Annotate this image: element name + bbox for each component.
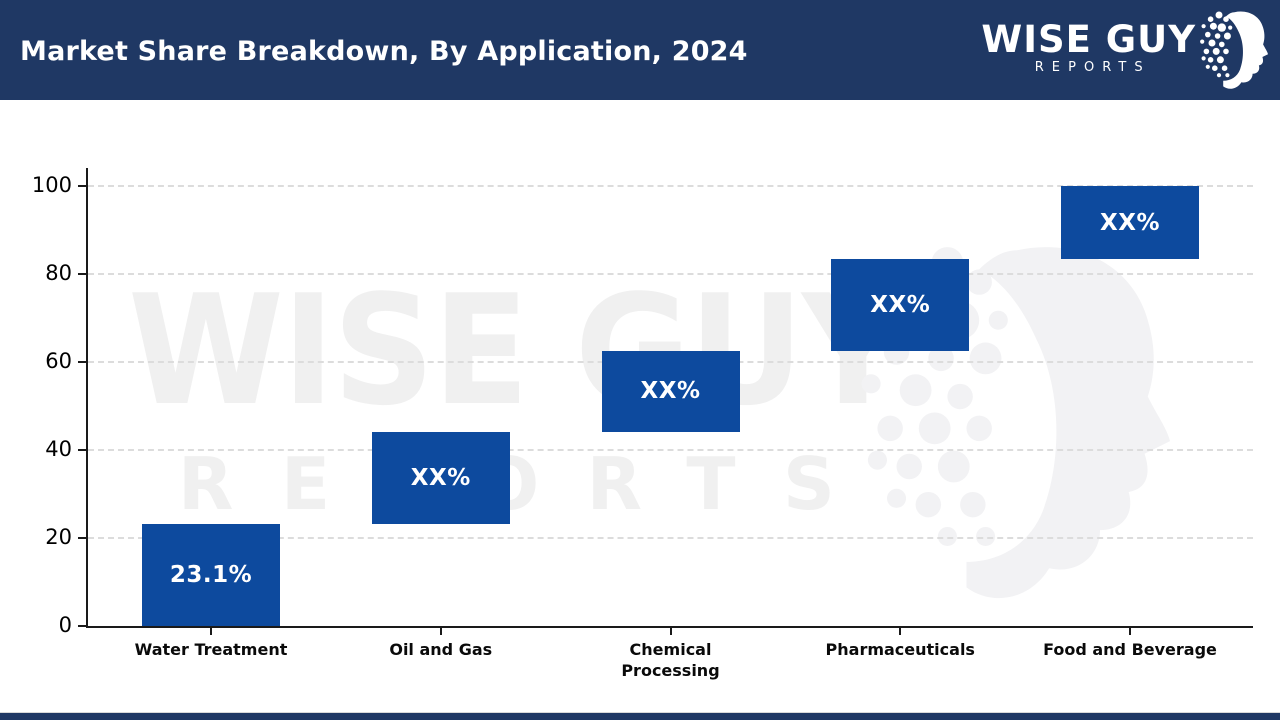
y-tick-label: 40 bbox=[45, 437, 72, 461]
waterfall-bar-segment: XX% bbox=[601, 350, 740, 432]
y-tick-label: 20 bbox=[45, 525, 72, 549]
y-tick-mark bbox=[78, 537, 86, 539]
waterfall-bar-segment: 23.1% bbox=[142, 524, 280, 626]
gridline bbox=[88, 449, 1253, 451]
waterfall-bar-segment: XX% bbox=[831, 259, 970, 351]
x-tick-mark bbox=[1129, 628, 1131, 635]
bar-value-label: XX% bbox=[870, 291, 931, 318]
gridline bbox=[88, 537, 1253, 539]
wise-guy-logo: WISE GUY REPORTS bbox=[981, 6, 1268, 94]
x-category-label: Food and Beverage bbox=[1043, 640, 1217, 659]
x-category-label: Pharmaceuticals bbox=[825, 640, 975, 659]
waterfall-chart: 0 20 40 60 80 100 23.1% Water Treatment XX% Oil a… bbox=[0, 100, 1280, 714]
y-tick-mark bbox=[78, 625, 86, 627]
y-tick-mark bbox=[78, 361, 86, 363]
y-tick-mark bbox=[78, 273, 86, 275]
bar-value-label: XX% bbox=[410, 464, 471, 491]
bar-value-label: XX% bbox=[1099, 209, 1160, 236]
head-dots-icon bbox=[1200, 11, 1268, 89]
x-category-label: Water Treatment bbox=[134, 640, 288, 659]
logo-subtitle: REPORTS bbox=[1034, 60, 1151, 75]
logo-wordmark: WISE GUY bbox=[981, 18, 1196, 61]
x-tick-mark bbox=[210, 628, 212, 635]
y-tick-label: 100 bbox=[31, 173, 72, 197]
x-tick-mark bbox=[439, 628, 442, 635]
x-axis-line bbox=[86, 626, 1253, 628]
footer-bar bbox=[0, 713, 1280, 720]
logo-text: WISE GUY REPORTS bbox=[981, 20, 1196, 76]
bar-value-label: XX% bbox=[640, 378, 701, 405]
x-tick-mark bbox=[899, 628, 902, 635]
header: Market Share Breakdown, By Application, … bbox=[0, 0, 1280, 100]
gridline bbox=[88, 185, 1253, 187]
footer-divider bbox=[0, 712, 1280, 713]
x-category-label: Oil and Gas bbox=[389, 640, 493, 659]
x-tick-mark bbox=[669, 628, 672, 635]
y-axis-line bbox=[86, 168, 88, 628]
waterfall-bar-segment: XX% bbox=[1061, 186, 1199, 260]
y-tick-label: 80 bbox=[45, 261, 72, 285]
y-tick-mark bbox=[78, 449, 86, 451]
y-tick-mark bbox=[78, 185, 86, 187]
waterfall-bar-segment: XX% bbox=[371, 431, 510, 525]
y-tick-label: 60 bbox=[45, 349, 72, 373]
bar-value-label: 23.1% bbox=[169, 562, 253, 589]
gridline bbox=[88, 273, 1253, 275]
x-category-label: Chemical Processing bbox=[621, 640, 720, 680]
y-tick-label: 0 bbox=[58, 613, 72, 637]
page-title: Market Share Breakdown, By Application, … bbox=[20, 36, 748, 67]
